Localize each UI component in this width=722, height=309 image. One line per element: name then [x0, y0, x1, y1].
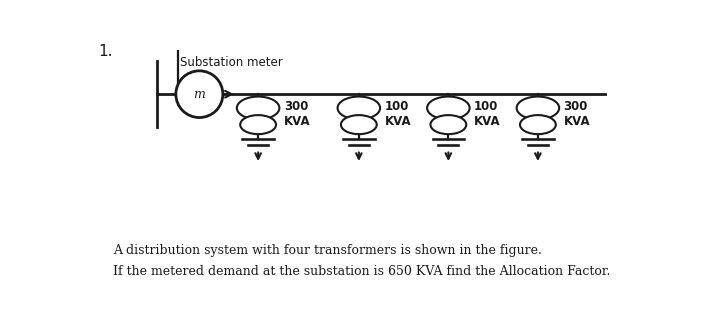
Ellipse shape [240, 115, 276, 134]
Text: 300: 300 [284, 100, 308, 113]
Ellipse shape [430, 115, 466, 134]
Ellipse shape [427, 96, 469, 119]
Ellipse shape [341, 115, 377, 134]
Ellipse shape [338, 96, 380, 119]
Text: KVA: KVA [564, 115, 591, 128]
Ellipse shape [520, 115, 556, 134]
Text: 100: 100 [474, 100, 498, 113]
Text: If the metered demand at the substation is 650 KVA find the Allocation Factor.: If the metered demand at the substation … [113, 265, 610, 278]
Text: 1.: 1. [99, 44, 113, 59]
Text: KVA: KVA [284, 115, 310, 128]
Ellipse shape [517, 96, 559, 119]
Text: A distribution system with four transformers is shown in the figure.: A distribution system with four transfor… [113, 244, 542, 257]
Ellipse shape [237, 96, 279, 119]
Ellipse shape [176, 71, 223, 117]
Text: m: m [193, 88, 205, 101]
Text: 300: 300 [564, 100, 588, 113]
Text: 100: 100 [385, 100, 409, 113]
Text: KVA: KVA [385, 115, 412, 128]
Text: Substation meter: Substation meter [180, 56, 282, 69]
Text: KVA: KVA [474, 115, 501, 128]
